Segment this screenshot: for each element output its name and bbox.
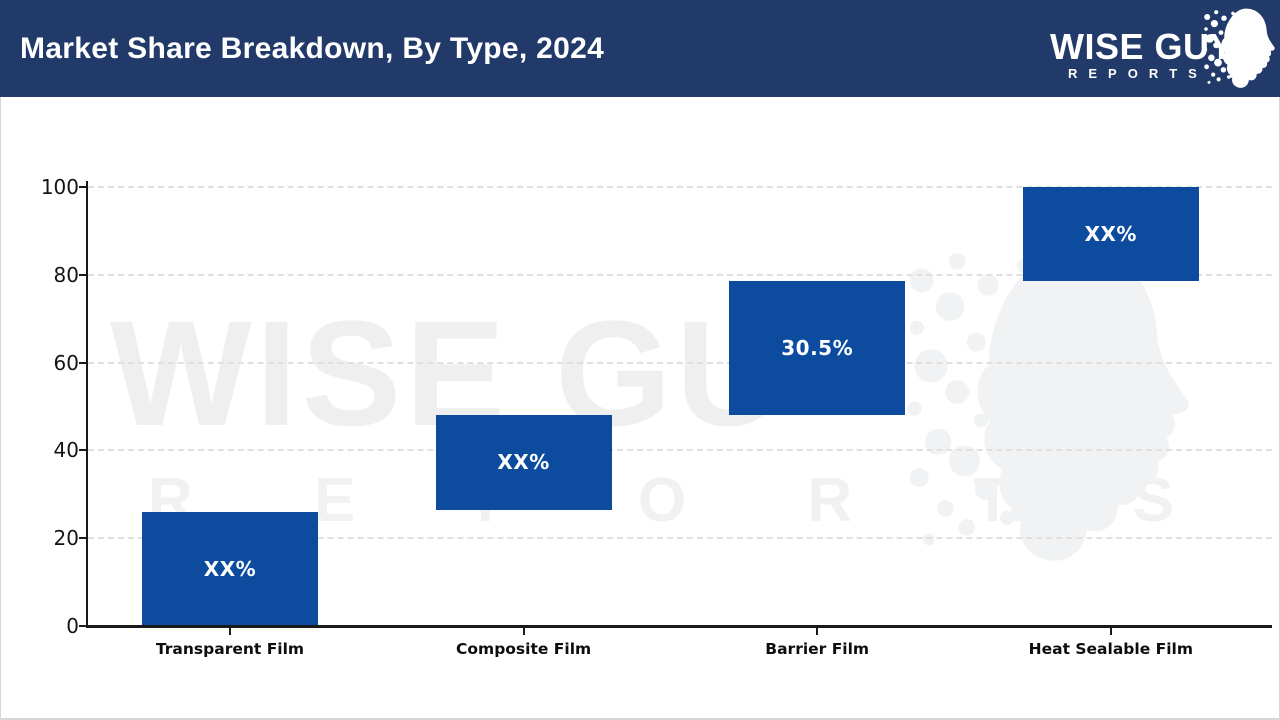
chart-title: Market Share Breakdown, By Type, 2024 [20, 32, 605, 65]
bar-barrier-film: 30.5% [729, 281, 906, 416]
logo-dotted-head-icon [1203, 8, 1275, 88]
gridline-60 [88, 361, 1272, 364]
y-tick-label-0: 0 [66, 614, 79, 638]
watermark: WISE GU R E P O R T S [0, 97, 1280, 720]
bar-value-label-transparent-film: XX% [203, 556, 257, 581]
gridline-100 [88, 186, 1272, 188]
y-axis [86, 181, 88, 627]
x-label-composite-film: Composite Film [456, 640, 592, 658]
y-tick-mark-0 [79, 625, 87, 627]
logo-wordmark: WISE GUY [1050, 26, 1235, 67]
x-tick-mark-composite-film [522, 627, 525, 635]
y-tick-mark-60 [79, 361, 87, 364]
x-axis [86, 625, 1272, 628]
wise-guy-reports-logo: WISE GUY REPORTS [1012, 0, 1275, 97]
y-tick-label-100: 100 [40, 175, 79, 199]
x-tick-mark-transparent-film [229, 627, 231, 635]
header-bar: Market Share Breakdown, By Type, 2024 WI… [0, 0, 1280, 97]
bar-transparent-film: XX% [142, 511, 318, 626]
bar-value-label-heat-sealable-film: XX% [1084, 222, 1137, 247]
y-tick-mark-80 [79, 273, 87, 276]
y-tick-label-20: 20 [53, 526, 79, 551]
bar-composite-film: XX% [435, 415, 612, 510]
bar-heat-sealable-film: XX% [1022, 187, 1199, 282]
x-tick-mark-heat-sealable-film [1109, 627, 1112, 635]
y-tick-mark-20 [79, 537, 87, 540]
y-tick-mark-100 [79, 186, 87, 188]
gridline-20 [88, 537, 1272, 540]
bar-value-label-composite-film: XX% [497, 450, 550, 475]
x-label-transparent-film: Transparent Film [155, 640, 305, 658]
y-tick-label-40: 40 [53, 438, 79, 463]
y-tick-label-60: 60 [53, 350, 79, 375]
logo-subtitle: REPORTS [1068, 66, 1208, 81]
x-label-heat-sealable-film: Heat Sealable Film [1028, 640, 1193, 658]
gridline-80 [88, 273, 1272, 276]
y-tick-mark-40 [79, 449, 87, 452]
x-tick-mark-barrier-film [816, 627, 819, 635]
y-tick-label-80: 80 [53, 262, 79, 287]
x-label-barrier-film: Barrier Film [765, 640, 870, 658]
gridline-40 [88, 449, 1272, 452]
bar-value-label-barrier-film: 30.5% [781, 336, 854, 361]
